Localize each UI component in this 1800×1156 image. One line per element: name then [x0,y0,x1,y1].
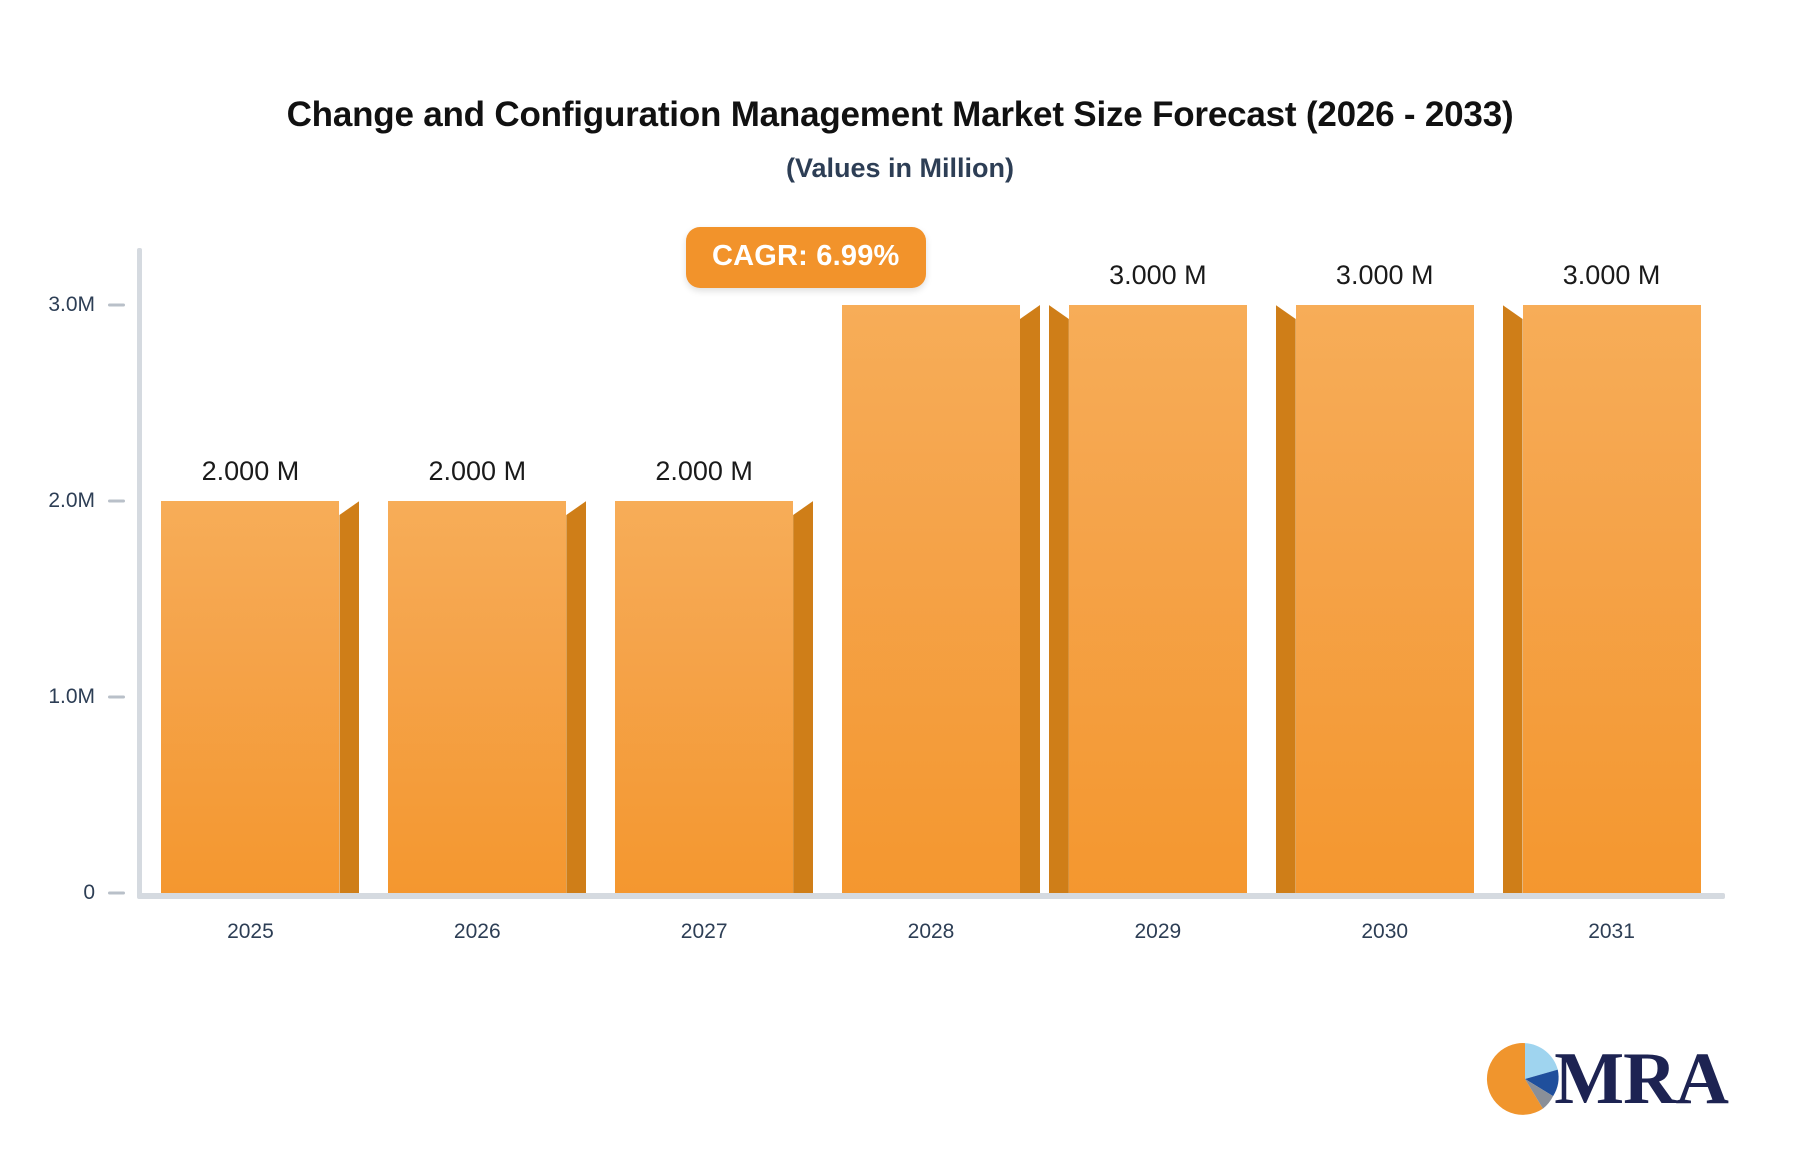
bar-value-label: 2.000 M [428,456,527,486]
x-axis-label: 2029 [1134,920,1182,943]
bar-value-label: 2.000 M [655,456,753,486]
bar-side-face [793,501,814,893]
x-axis-line [137,893,1725,899]
bar-side-face [339,501,360,893]
title-block: Change and Configuration Management Mark… [0,95,1800,184]
bar-column[interactable] [842,248,1040,893]
bar[interactable] [1502,305,1701,893]
y-axis-tick-label: 3.0M [48,293,95,316]
bar-front-face [388,501,567,893]
bar[interactable] [615,501,814,893]
bar[interactable] [388,501,587,893]
bar-side-face [1502,305,1523,893]
y-axis-tick-mark [108,303,125,307]
bar[interactable] [842,305,1040,893]
bar-side-face [566,501,587,893]
x-axis-label: 2027 [680,920,728,943]
bar-value-label: 3.000 M [1335,260,1434,290]
logo-text: MRA [1554,1038,1729,1120]
y-axis-tick-label: 2.0M [48,489,95,512]
bar[interactable] [161,501,360,893]
y-axis-line [137,248,142,898]
bar-column[interactable]: 2.000 M [161,248,360,893]
x-axis-label: 2025 [227,920,274,943]
bar-column[interactable]: 2.000 M [388,248,587,893]
y-axis-tick-label: 0 [83,881,95,904]
page-title: Change and Configuration Management Mark… [286,95,1514,134]
plot-area: 0 1.0M 2.0M 3.0M 2.000 M 2.000 M 2.000 M 3.000… [48,248,1725,943]
cagr-badge: CAGR: 6.99% [686,227,926,288]
bar-front-face [1068,305,1247,893]
bar-front-face [161,501,340,893]
bar-column[interactable]: 2.000 M [615,248,814,893]
x-axis-label: 2026 [453,920,501,943]
bar-side-face [1048,305,1069,893]
pie-chart-icon [1487,1043,1559,1115]
bar[interactable] [1048,305,1247,893]
x-axis-label: 2030 [1361,920,1409,943]
bar-value-label: 3.000 M [1562,260,1661,290]
mra-logo: MRA [1486,1038,1729,1120]
y-axis-tick-label: 1.0M [48,685,95,708]
bar-front-face [615,501,794,893]
x-axis-label: 2028 [907,920,955,943]
bar-value-label: 2.000 M [201,456,300,486]
bar[interactable] [1275,305,1474,893]
bar-front-face [1295,305,1474,893]
bar-side-face [1275,305,1296,893]
bar-column[interactable]: 3.000 M [1275,248,1474,893]
bar-side-face [1020,305,1040,893]
bar-front-face [1522,305,1701,893]
bar-value-label: 3.000 M [1109,260,1207,290]
y-axis-tick-mark [108,891,125,895]
y-axis-tick-mark [108,695,125,699]
bar-column[interactable]: 3.000 M [1048,248,1247,893]
x-axis-label: 2031 [1588,920,1635,943]
bar-column[interactable]: 3.000 M [1502,248,1701,893]
chart-subtitle: (Values in Million) [785,152,1015,183]
bar-front-face [842,305,1020,893]
y-axis-tick-mark [108,499,125,503]
